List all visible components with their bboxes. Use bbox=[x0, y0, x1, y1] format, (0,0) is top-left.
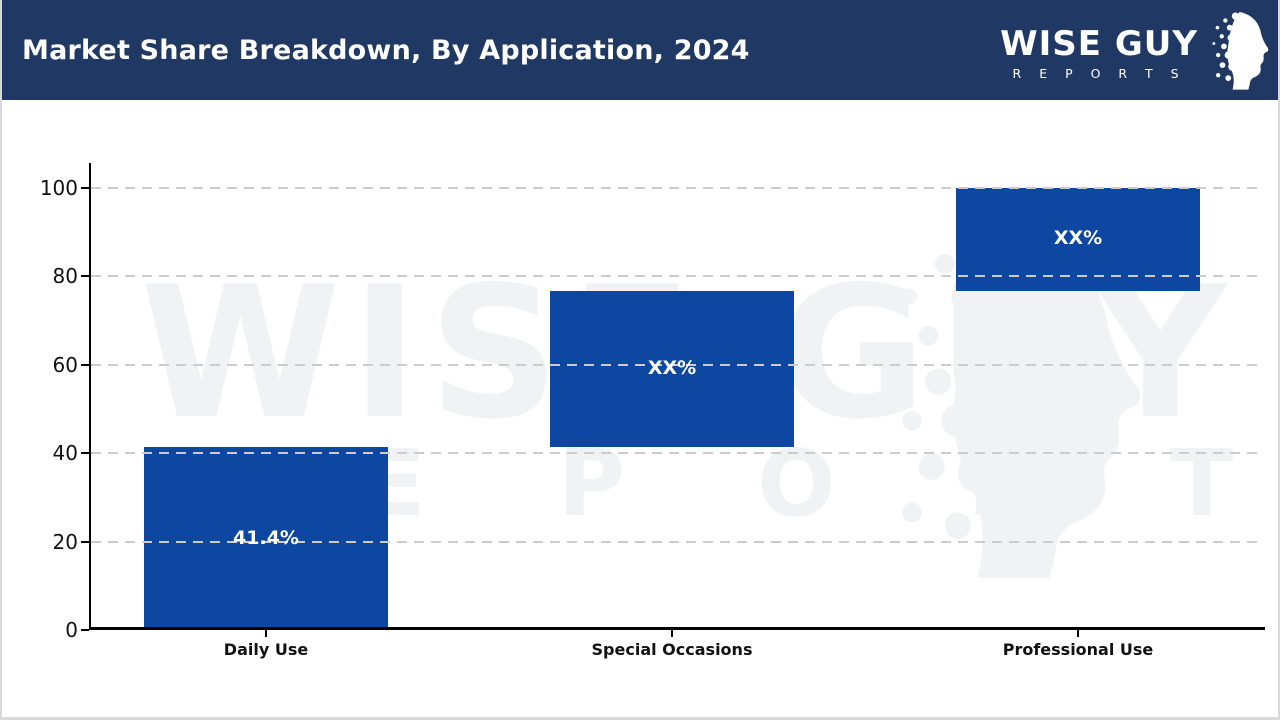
x-tick-mark-3 bbox=[1077, 630, 1079, 637]
x-tick-mark-1 bbox=[265, 630, 267, 637]
y-tick-label-80: 80 bbox=[52, 264, 78, 289]
gridline-80 bbox=[91, 275, 1264, 278]
chart-title: Market Share Breakdown, By Application, … bbox=[22, 34, 750, 66]
gridline-20 bbox=[91, 540, 1264, 543]
logo-subtitle: R E P O R T S bbox=[1012, 66, 1186, 81]
y-tick-mark-80 bbox=[81, 275, 89, 278]
y-tick-mark-100 bbox=[81, 187, 89, 189]
header-bar: Market Share Breakdown, By Application, … bbox=[2, 0, 1278, 100]
x-axis-label-special-occasions: Special Occasions bbox=[591, 640, 753, 659]
y-tick-label-40: 40 bbox=[52, 441, 78, 466]
logo-wordmark: WISE GUY bbox=[1000, 24, 1198, 64]
bar-daily-use[interactable] bbox=[144, 447, 388, 630]
x-axis-label-daily-use: Daily Use bbox=[223, 640, 309, 659]
x-axis-label-professional-use: Professional Use bbox=[1002, 640, 1154, 659]
gridline-60 bbox=[91, 363, 1264, 366]
logo-face-icon bbox=[1212, 11, 1269, 90]
y-tick-label-20: 20 bbox=[52, 529, 78, 554]
x-axis-spine bbox=[89, 627, 1265, 630]
y-tick-label-0: 0 bbox=[65, 618, 78, 642]
y-tick-mark-20 bbox=[81, 540, 89, 543]
y-tick-mark-0 bbox=[81, 629, 89, 631]
x-tick-mark-2 bbox=[671, 630, 673, 637]
y-tick-label-60: 60 bbox=[52, 352, 78, 377]
gridline-100 bbox=[91, 187, 1264, 189]
bar-value-label: 41.4% bbox=[233, 526, 299, 549]
bar-value-label: XX% bbox=[647, 356, 697, 379]
gridline-40 bbox=[91, 452, 1264, 455]
logo-text: WISE GUY R E P O R T S bbox=[1000, 24, 1198, 81]
bar-value-label: XX% bbox=[1053, 227, 1103, 250]
bar-special-occasions[interactable] bbox=[550, 290, 794, 447]
plot-area: 41.4% XX% XX% 0 20 40 60 80 100 Daily Use Special … bbox=[2, 100, 1278, 717]
y-tick-label-100: 100 bbox=[39, 176, 78, 200]
bar-professional-use[interactable] bbox=[956, 188, 1200, 291]
y-tick-mark-40 bbox=[81, 452, 89, 455]
y-tick-mark-60 bbox=[81, 363, 89, 366]
y-axis-spine bbox=[89, 163, 91, 630]
wise-guy-reports-logo: WISE GUY R E P O R T S bbox=[1000, 6, 1270, 94]
